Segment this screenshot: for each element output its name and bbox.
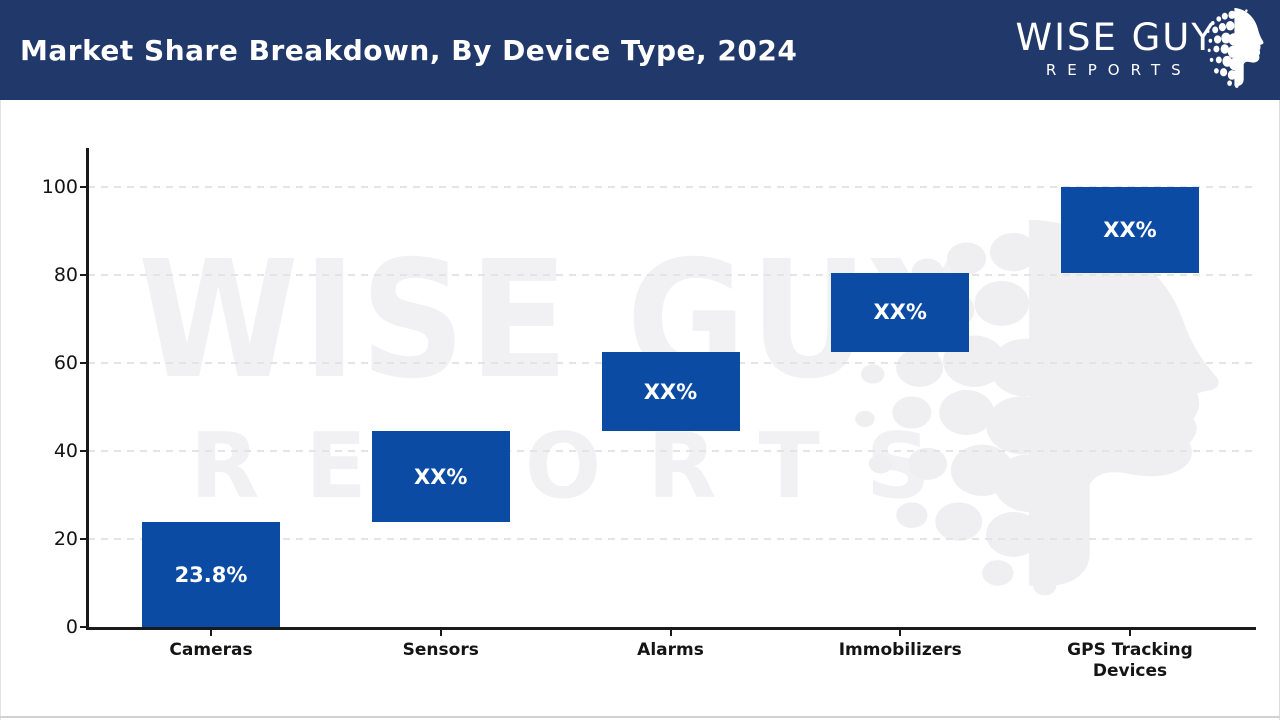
y-tick-label: 40 <box>53 440 78 462</box>
bar-value-label: XX% <box>873 300 927 325</box>
grid-line <box>88 274 1256 276</box>
bar-value-label: XX% <box>1103 217 1157 242</box>
y-tick-label: 100 <box>41 176 78 198</box>
wise-guy-logo: WISE GUY REPORTS <box>1016 8 1268 90</box>
logo-subtext: REPORTS <box>1045 60 1192 79</box>
x-category-label: Sensors <box>402 640 479 660</box>
x-category-label: Alarms <box>637 640 704 660</box>
x-axis-line <box>86 627 1256 630</box>
x-category-label: Immobilizers <box>838 640 962 660</box>
x-category-label: Cameras <box>169 640 253 660</box>
bar-segment: XX% <box>601 352 740 432</box>
y-tick-label: 60 <box>53 352 78 374</box>
y-axis-tick <box>80 362 88 364</box>
bar-segment: XX% <box>1061 187 1199 273</box>
y-axis-line <box>86 148 89 630</box>
bar-segment: XX% <box>831 272 970 352</box>
x-axis-tick <box>669 627 672 636</box>
x-axis-tick <box>899 627 902 636</box>
y-tick-label: 20 <box>53 528 78 550</box>
logo-text: WISE GUY REPORTS <box>1015 16 1216 79</box>
y-axis-tick <box>80 538 88 540</box>
logo-wordmark: WISE GUY <box>1015 16 1216 60</box>
y-tick-label: 0 <box>65 616 78 638</box>
grid-line <box>88 186 1256 188</box>
left-border <box>0 100 1 720</box>
bar-value-label: XX% <box>414 464 468 489</box>
y-axis-tick <box>80 626 88 628</box>
x-category-label: GPS Tracking Devices <box>1067 640 1193 682</box>
x-axis-tick <box>1129 627 1131 636</box>
y-axis-tick <box>80 186 88 188</box>
grid-line <box>88 450 1256 452</box>
x-axis-tick <box>210 627 212 636</box>
bar-segment: XX% <box>371 431 510 523</box>
y-axis-tick <box>80 450 88 452</box>
bar-value-label: XX% <box>643 379 698 404</box>
bar-segment: 23.8% <box>142 522 280 627</box>
x-axis-tick <box>439 627 442 636</box>
grid-line <box>88 538 1256 540</box>
y-axis-tick <box>80 274 88 276</box>
y-tick-label: 80 <box>53 264 78 286</box>
bar-value-label: 23.8% <box>174 562 248 587</box>
page-title: Market Share Breakdown, By Device Type, … <box>20 33 798 67</box>
bottom-border <box>0 716 1280 718</box>
header-bar: Market Share Breakdown, By Device Type, … <box>0 0 1280 100</box>
